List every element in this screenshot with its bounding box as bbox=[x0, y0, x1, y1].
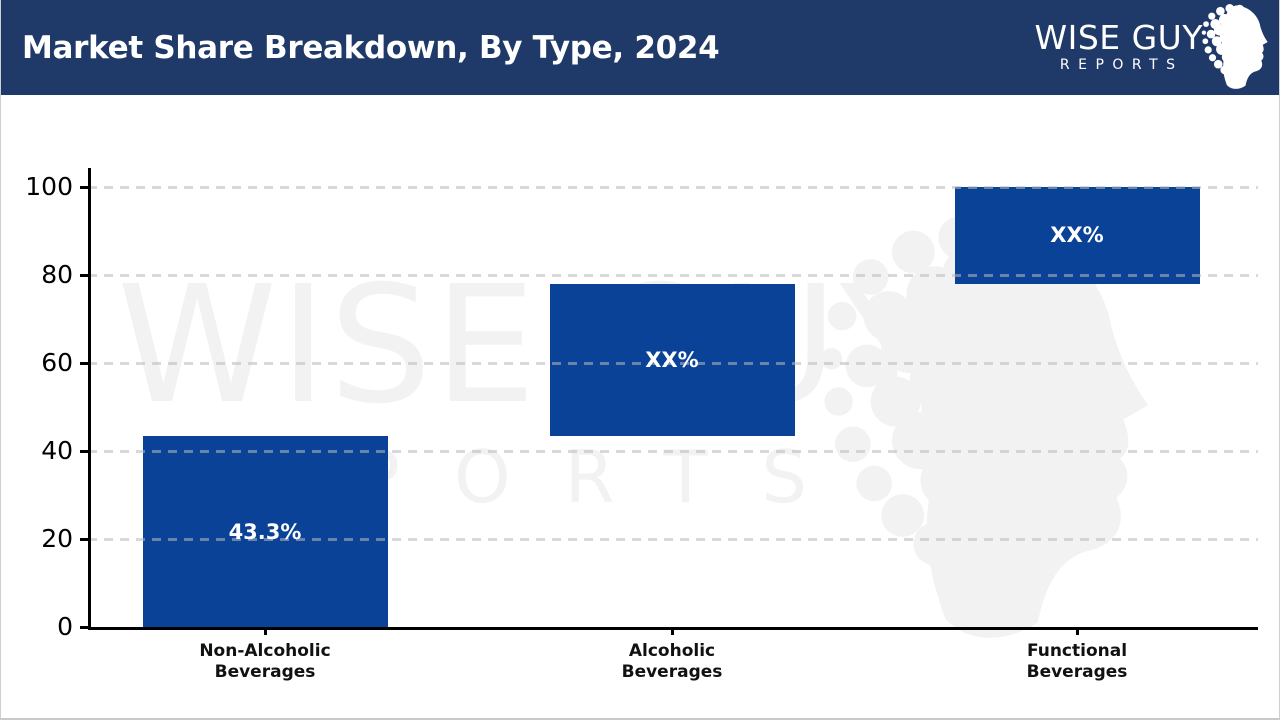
wiseguy-reports-logo: WISE GUY REPORTS bbox=[1034, 4, 1271, 90]
y-tick-mark-20 bbox=[80, 538, 88, 541]
x-category-label-line2: Beverages bbox=[214, 662, 316, 683]
y-tick-mark-80 bbox=[80, 274, 88, 277]
x-axis-line bbox=[88, 627, 1258, 630]
logo-reports-text: REPORTS bbox=[1059, 56, 1184, 73]
y-tick-label-60: 60 bbox=[41, 348, 73, 377]
gridline-y-80 bbox=[88, 274, 1258, 277]
x-category-label-line1: Alcoholic bbox=[628, 641, 716, 661]
header-bar: Market Share Breakdown, By Type, 2024 WI… bbox=[1, 0, 1279, 95]
logo-head-icon bbox=[1201, 4, 1268, 89]
page-title: Market Share Breakdown, By Type, 2024 bbox=[22, 29, 720, 66]
y-tick-label-40: 40 bbox=[41, 436, 73, 465]
y-tick-label-100: 100 bbox=[25, 172, 73, 201]
x-tick-mark-1 bbox=[671, 627, 674, 635]
gridline-y-20 bbox=[88, 538, 1258, 541]
x-category-label-line1: Functional bbox=[1026, 641, 1128, 661]
logo-wiseguy-text: WISE GUY bbox=[1034, 18, 1203, 58]
x-category-label-0: Non-Alcoholic Beverages bbox=[115, 641, 415, 684]
bar-value-label-0: 43.3% bbox=[228, 519, 302, 544]
bar-value-label-1: XX% bbox=[645, 348, 699, 373]
y-tick-mark-60 bbox=[80, 362, 88, 365]
bar-segment-0 bbox=[142, 436, 388, 627]
y-tick-label-20: 20 bbox=[41, 524, 73, 553]
x-tick-mark-0 bbox=[264, 627, 267, 635]
x-category-label-line2: Beverages bbox=[621, 662, 723, 683]
y-tick-mark-0 bbox=[80, 626, 88, 629]
y-tick-mark-40 bbox=[80, 450, 88, 453]
bar-segment-1 bbox=[549, 283, 795, 437]
y-tick-mark-100 bbox=[80, 186, 88, 189]
gridline-y-100 bbox=[88, 186, 1258, 189]
logo-text: WISE GUY REPORTS bbox=[1034, 21, 1203, 73]
y-tick-label-80: 80 bbox=[41, 260, 73, 289]
chart-plot-area: 43.3% XX% XX% 0 20 40 60 80 100 Non-Alcoholic Beve… bbox=[1, 95, 1279, 718]
x-category-label-2: Functional Beverages bbox=[927, 641, 1227, 684]
x-category-label-line2: Beverages bbox=[1026, 662, 1128, 683]
y-axis-line bbox=[88, 168, 91, 629]
bar-value-label-2: XX% bbox=[1050, 223, 1104, 248]
x-category-label-line1: Non-Alcoholic bbox=[199, 641, 331, 661]
gridline-y-60 bbox=[88, 362, 1258, 365]
gridline-y-40 bbox=[88, 450, 1258, 453]
x-category-label-1: Alcoholic Beverages bbox=[522, 641, 822, 684]
y-tick-label-0: 0 bbox=[57, 612, 73, 641]
